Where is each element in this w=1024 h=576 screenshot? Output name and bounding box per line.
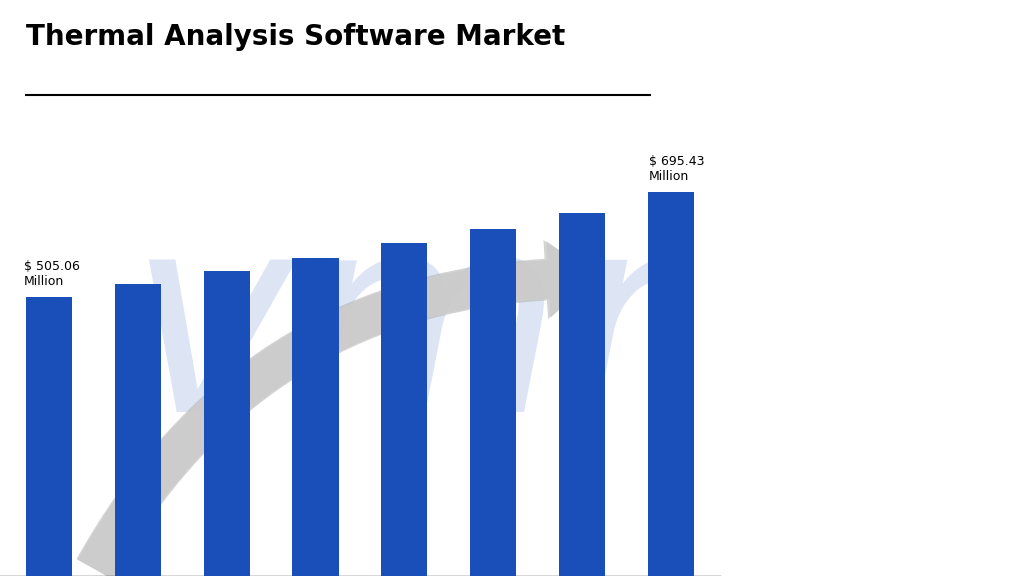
Text: vmr: vmr	[741, 40, 833, 81]
Text: CAGR from
2024 to 2031: CAGR from 2024 to 2031	[821, 321, 923, 358]
FancyArrowPatch shape	[78, 241, 597, 576]
Text: VERIFIED®: VERIFIED®	[896, 49, 969, 62]
Text: MARKET: MARKET	[896, 66, 951, 79]
Text: RESEARCH: RESEARCH	[896, 82, 967, 95]
Bar	[470, 229, 516, 576]
Bar	[559, 213, 605, 576]
Text: vmr: vmr	[128, 199, 678, 469]
Text: Thermal Analysis Software Market: Thermal Analysis Software Market	[26, 23, 565, 51]
Text: Source:
www.verifiedmarketresearch.com: Source: www.verifiedmarketresearch.com	[741, 523, 904, 547]
FancyArrowPatch shape	[77, 240, 597, 576]
Text: 4.50 %: 4.50 %	[793, 210, 951, 251]
Bar	[293, 257, 339, 576]
Bar	[204, 271, 250, 576]
Bar	[648, 192, 694, 576]
Bar	[26, 297, 72, 576]
Bar	[115, 285, 161, 576]
Text: $ 505.06
Million: $ 505.06 Million	[24, 260, 80, 289]
Bar	[381, 244, 427, 576]
Text: $ 695.43
Million: $ 695.43 Million	[649, 156, 705, 183]
